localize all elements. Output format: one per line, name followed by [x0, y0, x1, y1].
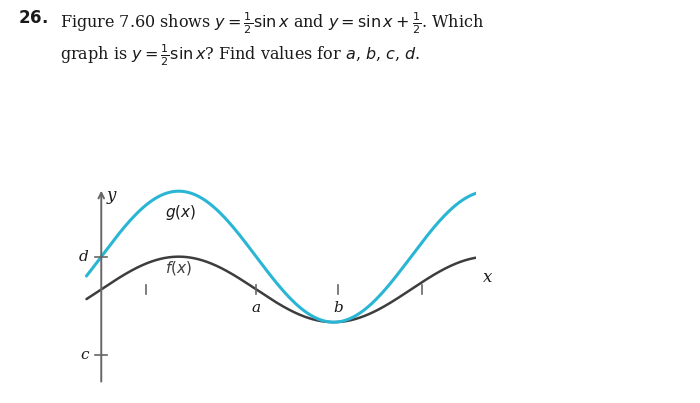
Text: $f(x)$: $f(x)$ — [165, 260, 192, 277]
Text: y: y — [106, 187, 116, 204]
Text: $\mathbf{26.}$: $\mathbf{26.}$ — [18, 10, 48, 27]
Text: c: c — [80, 348, 89, 362]
Text: b: b — [333, 301, 343, 315]
Text: a: a — [251, 301, 260, 315]
Text: Figure 7.60 shows $y = \frac{1}{2}\sin x$ and $y = \sin x + \frac{1}{2}$. Which: Figure 7.60 shows $y = \frac{1}{2}\sin x… — [60, 10, 484, 36]
Text: d: d — [79, 250, 89, 264]
Text: x: x — [484, 269, 493, 286]
Text: graph is $y = \frac{1}{2}\sin x$? Find values for $a$, $b$, $c$, $d$.: graph is $y = \frac{1}{2}\sin x$? Find v… — [60, 42, 420, 68]
Text: $g(x)$: $g(x)$ — [165, 203, 197, 222]
